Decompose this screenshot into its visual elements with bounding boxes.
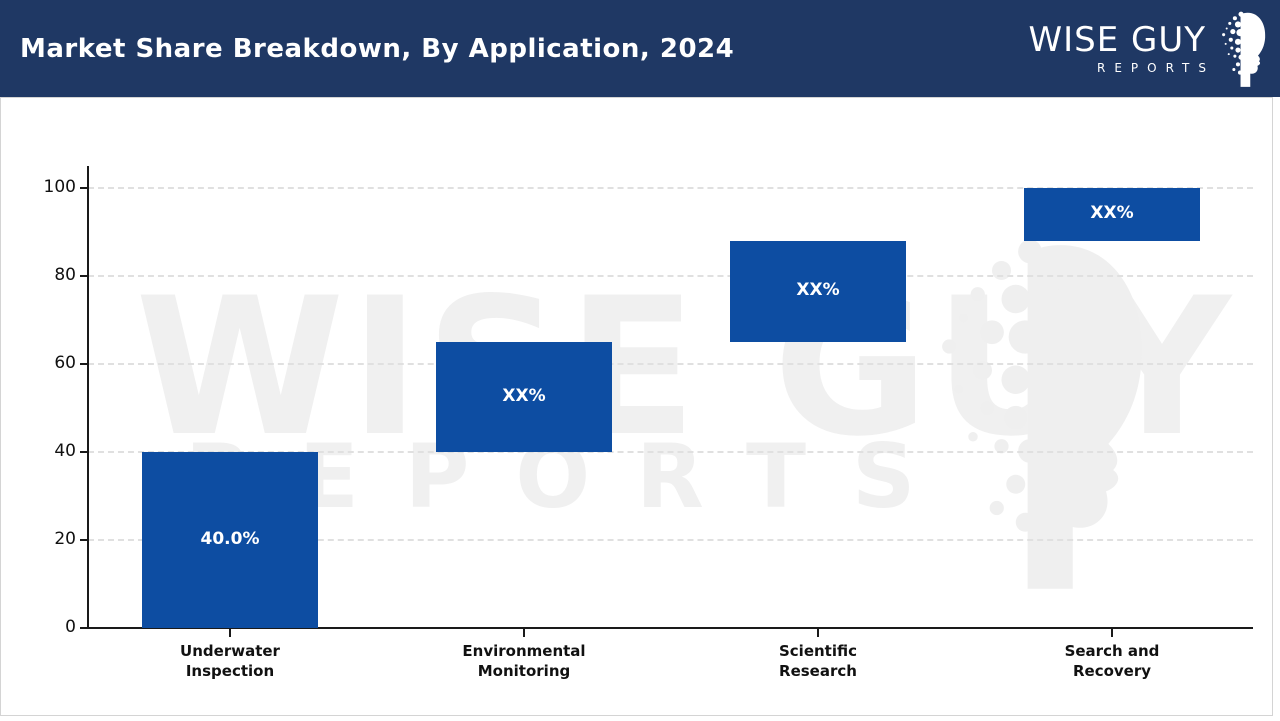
bar-value-label: XX% xyxy=(796,280,840,301)
x-category-label: Environmental Monitoring xyxy=(462,642,586,680)
gridline xyxy=(88,187,1253,189)
y-tick-label: 20 xyxy=(54,529,76,549)
bar-scientific-research xyxy=(730,240,906,342)
bar-value-label: XX% xyxy=(502,386,546,406)
y-tick-mark xyxy=(80,451,88,453)
bar-environmental-monitoring xyxy=(436,342,612,452)
logo-face-icon xyxy=(1222,11,1266,87)
y-tick-mark xyxy=(80,275,88,277)
x-category-label: Search and Recovery xyxy=(1064,642,1160,680)
gridline xyxy=(88,363,1253,365)
chart-panel: WISE GUY REPORTS 0 20 40 60 80 100 40.0% Underw… xyxy=(0,97,1273,716)
y-tick-label: 40 xyxy=(54,441,76,461)
y-tick-mark xyxy=(80,187,88,189)
bar-search-and-recovery xyxy=(1024,188,1200,241)
x-category-label: Scientific Research xyxy=(778,642,857,680)
bar-value-label: XX% xyxy=(1090,203,1134,224)
gridline xyxy=(88,275,1253,277)
logo-subtitle: REPORTS xyxy=(1096,60,1215,75)
y-tick-mark xyxy=(80,627,88,629)
wise-guy-logo: WISE GUY REPORTS xyxy=(1028,8,1270,90)
bar-value-label: 40.0% xyxy=(200,529,260,549)
gridline xyxy=(88,539,1253,541)
y-tick-mark xyxy=(80,363,88,365)
x-tick-mark xyxy=(1111,629,1113,637)
header: Market Share Breakdown, By Application, … xyxy=(0,0,1280,97)
watermark-face-icon xyxy=(942,239,1143,589)
y-axis-line xyxy=(87,166,89,629)
logo-text: WISE GUY REPORTS xyxy=(1028,23,1206,75)
page-title: Market Share Breakdown, By Application, … xyxy=(20,33,735,64)
y-tick-mark xyxy=(80,539,88,541)
logo-wordmark: WISE GUY xyxy=(1028,19,1206,60)
x-category-label: Underwater Inspection xyxy=(180,642,280,680)
y-tick-label: 0 xyxy=(65,617,76,637)
x-tick-mark xyxy=(817,629,819,637)
x-tick-mark xyxy=(523,629,525,637)
y-tick-label: 80 xyxy=(54,265,76,285)
y-tick-label: 60 xyxy=(54,353,76,373)
y-tick-label: 100 xyxy=(43,177,76,197)
gridline xyxy=(88,451,1253,453)
bar-underwater-inspection xyxy=(142,452,318,628)
x-tick-mark xyxy=(229,629,231,637)
x-axis-line xyxy=(86,627,1253,629)
